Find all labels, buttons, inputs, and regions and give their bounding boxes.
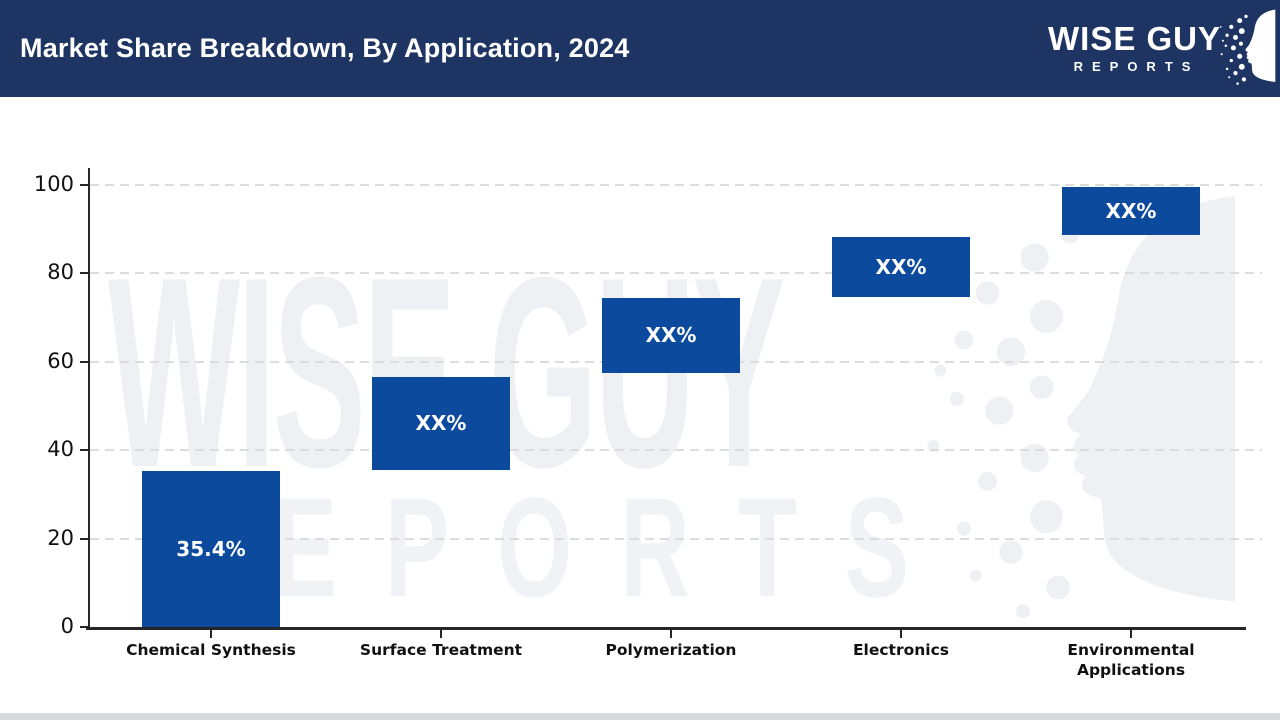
- x-category-label-polymerization: Polymerization: [605, 641, 737, 659]
- x-tick-surface-treatment: [440, 630, 442, 638]
- x-tick-environmental-applications: [1130, 630, 1132, 638]
- bar-value-label: XX%: [1105, 198, 1157, 223]
- x-tick-chemical-synthesis: [210, 630, 212, 638]
- y-tick-label-100: 100: [33, 172, 74, 196]
- bar-electronics: XX%: [832, 237, 970, 298]
- bar-surface-treatment: XX%: [372, 376, 510, 471]
- logo-wordmark: WISE GUY: [1048, 20, 1222, 57]
- y-tick-label-40: 40: [47, 437, 74, 462]
- y-tick-label-20: 20: [47, 525, 74, 550]
- bar-value-label: XX%: [415, 411, 467, 436]
- bar-chemical-synthesis: 35.4%: [142, 470, 280, 627]
- y-tick-100: [80, 184, 88, 186]
- y-tick-60: [80, 360, 88, 363]
- gridline-40: [90, 449, 1262, 452]
- x-category-label-electronics: Electronics: [852, 641, 950, 659]
- gridline-20: [90, 537, 1262, 540]
- x-axis: [86, 627, 1246, 630]
- x-category-label-environmental-applications: Environmental Applications: [1067, 641, 1195, 679]
- wise-guy-reports-logo: WISE GUY REPORTS: [1020, 6, 1270, 92]
- y-tick-label-80: 80: [47, 260, 74, 285]
- y-tick-20: [80, 537, 88, 540]
- gridline-80: [90, 272, 1262, 275]
- y-tick-label-60: 60: [47, 348, 74, 373]
- gridline-100: [90, 184, 1262, 186]
- x-category-label-surface-treatment: Surface Treatment: [359, 641, 523, 659]
- logo-text: WISE GUY REPORTS: [1048, 20, 1222, 75]
- logo-subtitle: REPORTS: [1073, 59, 1200, 74]
- y-tick-40: [80, 449, 88, 452]
- bar-value-label: XX%: [875, 255, 927, 280]
- bar-polymerization: XX%: [602, 298, 740, 373]
- x-category-label-chemical-synthesis: Chemical Synthesis: [126, 641, 296, 659]
- bar-value-label: 35.4%: [176, 536, 246, 561]
- watermark-subtitle: REPORTS: [155, 469, 957, 628]
- bottom-strip: [0, 713, 1280, 720]
- header-bar: Market Share Breakdown, By Application, …: [0, 0, 1280, 97]
- x-tick-electronics: [900, 630, 902, 638]
- bar-environmental-applications: XX%: [1062, 186, 1200, 235]
- bar-value-label: XX%: [645, 323, 697, 348]
- page-title: Market Share Breakdown, By Application, …: [20, 33, 630, 63]
- y-tick-80: [80, 272, 88, 275]
- y-tick-label-0: 0: [60, 614, 74, 638]
- x-tick-polymerization: [670, 630, 672, 638]
- y-axis: [88, 168, 90, 628]
- y-tick-0: [80, 626, 88, 628]
